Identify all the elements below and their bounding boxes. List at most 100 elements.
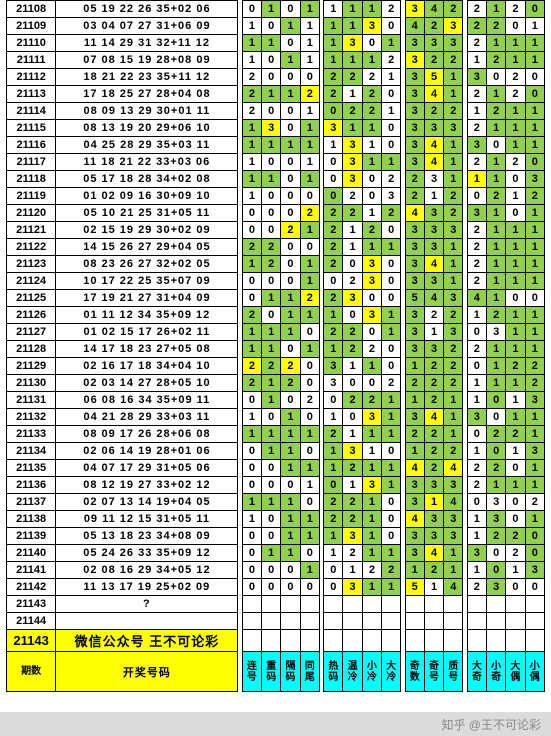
stat-cell: 4 [424, 409, 443, 426]
stat-cell: 1 [467, 392, 486, 409]
stat-cell: 2 [424, 392, 443, 409]
stat-cell: 0 [382, 273, 401, 290]
stat-cell: 0 [324, 562, 343, 579]
draw-cell: 08 23 26 27 32+02 05 [56, 256, 238, 273]
stat-cell [242, 613, 261, 630]
stat-cell: 0 [300, 409, 319, 426]
stat-cell: 0 [324, 103, 343, 120]
stat-cell: 1 [242, 188, 261, 205]
stat-cell: 1 [486, 358, 505, 375]
stat-cell: 1 [506, 307, 525, 324]
stat-cell: 2 [506, 154, 525, 171]
stat-cell: 2 [444, 103, 463, 120]
stat-cell: 1 [281, 528, 300, 545]
stat-cell: 0 [362, 324, 381, 341]
stat-cell: 2 [343, 205, 362, 222]
stat-cell-empty [281, 630, 300, 652]
stat-cell: 1 [262, 171, 281, 188]
stat-cell: 2 [262, 358, 281, 375]
issue-cell: 21110 [7, 35, 56, 52]
stat-cell: 2 [362, 392, 381, 409]
stat-cell: 0 [525, 528, 544, 545]
stat-cell: 0 [467, 324, 486, 341]
stat-cell: 0 [262, 69, 281, 86]
issue-cell: 21132 [7, 409, 56, 426]
stat-cell: 0 [262, 511, 281, 528]
stat-cell: 0 [242, 290, 261, 307]
stat-cell: 2 [444, 52, 463, 69]
stat-cell: 1 [362, 545, 381, 562]
header-stat: 热码 [324, 652, 343, 692]
table-row: 2112902 16 17 18 34+04 10222031101220122 [7, 358, 545, 375]
issue-cell: 21129 [7, 358, 56, 375]
draw-cell: 02 16 17 18 34+04 10 [56, 358, 238, 375]
table-row: 2111218 21 22 23 35+11 12200022213513020 [7, 69, 545, 86]
stat-cell: 0 [486, 443, 505, 460]
stat-cell: 0 [324, 154, 343, 171]
stat-cell: 2 [382, 205, 401, 222]
table-row: 2112601 11 12 34 35+09 12201110313221211 [7, 307, 545, 324]
stat-cell [467, 613, 486, 630]
stat-cell: 1 [444, 256, 463, 273]
stat-cell-empty [343, 630, 362, 652]
issue-cell: 21126 [7, 307, 56, 324]
stat-cell: 0 [300, 443, 319, 460]
stat-cell: 1 [382, 409, 401, 426]
stat-cell: 2 [525, 494, 544, 511]
table-row: 2112701 02 15 17 26+02 11111022013130311 [7, 324, 545, 341]
stat-cell: 2 [343, 69, 362, 86]
stat-cell: 3 [424, 222, 443, 239]
draw-cell: 09 11 12 15 31+05 11 [56, 511, 238, 528]
table-row: 2113905 13 18 23 34+08 09001113103331220 [7, 528, 545, 545]
stat-cell: 1 [525, 239, 544, 256]
stat-cell: 3 [405, 477, 424, 494]
stat-cell: 2 [382, 171, 401, 188]
stat-cell: 0 [486, 562, 505, 579]
stat-cell: 2 [467, 579, 486, 596]
stat-cell: 1 [382, 324, 401, 341]
stat-cell: 3 [424, 205, 443, 222]
issue-cell: 21124 [7, 273, 56, 290]
stat-cell: 0 [525, 154, 544, 171]
stat-cell [405, 596, 424, 613]
stat-cell: 1 [467, 52, 486, 69]
stat-cell: 1 [486, 239, 505, 256]
stat-cell: 1 [424, 188, 443, 205]
table-row: 2111805 17 18 28 34+02 08110103022311103 [7, 171, 545, 188]
stat-cell: 1 [362, 154, 381, 171]
stat-cell: 1 [405, 443, 424, 460]
stat-cell: 1 [486, 222, 505, 239]
issue-cell: 21138 [7, 511, 56, 528]
stat-cell: 1 [300, 137, 319, 154]
stat-cell: 1 [525, 120, 544, 137]
stat-cell: 1 [486, 35, 505, 52]
stat-cell: 1 [467, 562, 486, 579]
stat-cell: 0 [262, 307, 281, 324]
stat-cell: 3 [444, 222, 463, 239]
stat-cell: 1 [486, 273, 505, 290]
draw-cell: 17 19 21 27 31+04 09 [56, 290, 238, 307]
stat-cell: 2 [506, 69, 525, 86]
stat-cell: 3 [362, 18, 381, 35]
stat-cell: 1 [506, 562, 525, 579]
stat-cell: 3 [467, 545, 486, 562]
stat-cell: 2 [486, 528, 505, 545]
stat-cell: 1 [300, 103, 319, 120]
stat-cell: 2 [486, 188, 505, 205]
stat-cell: 1 [262, 86, 281, 103]
stat-cell: 1 [506, 52, 525, 69]
draw-cell: ? [56, 596, 238, 613]
stat-cell: 3 [444, 35, 463, 52]
draw-cell: 11 14 29 31 32+11 12 [56, 35, 238, 52]
stat-cell: 2 [324, 426, 343, 443]
stat-cell: 0 [242, 222, 261, 239]
stat-cell: 0 [467, 426, 486, 443]
stat-cell: 0 [382, 290, 401, 307]
stat-cell: 2 [525, 375, 544, 392]
stat-cell: 1 [467, 307, 486, 324]
header-stat: 质号 [444, 652, 463, 692]
stat-cell: 3 [343, 579, 362, 596]
stat-cell: 0 [362, 35, 381, 52]
issue-cell: 21135 [7, 460, 56, 477]
stat-cell: 3 [405, 69, 424, 86]
